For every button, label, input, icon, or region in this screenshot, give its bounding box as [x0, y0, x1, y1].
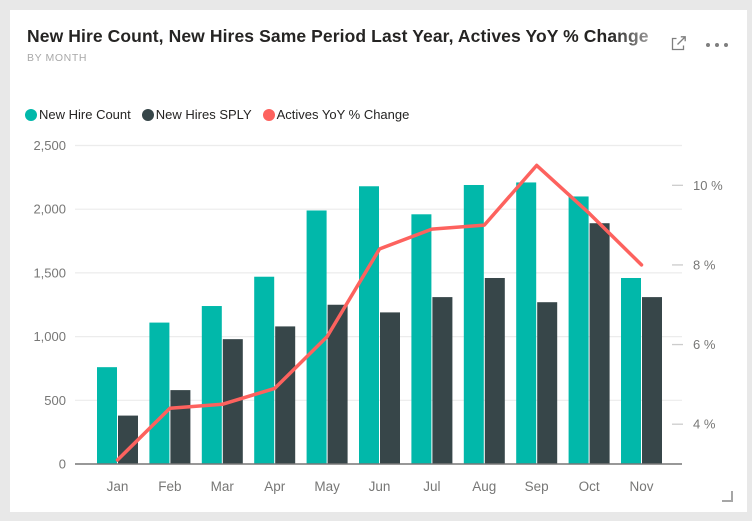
line-actives-yoy-change[interactable] — [115, 163, 644, 462]
right-axis-label: 4 % — [693, 417, 716, 432]
bar-new-hire-count-jul[interactable] — [411, 214, 432, 464]
right-axis-label: 6 % — [693, 337, 716, 352]
resize-handle-icon[interactable] — [722, 491, 733, 502]
bar-new-hires-sply-jan[interactable] — [118, 415, 138, 464]
bar-new-hires-sply-sep[interactable] — [537, 302, 558, 464]
bar-new-hires-sply-apr[interactable] — [275, 326, 296, 464]
legend-item-new-hire-count[interactable]: New Hire Count — [25, 107, 131, 122]
bar-new-hire-count-jun[interactable] — [359, 186, 379, 464]
x-axis-label-oct: Oct — [579, 479, 600, 494]
legend-dot-icon — [262, 108, 275, 121]
left-axis-label: 2,500 — [33, 138, 66, 153]
x-axis-label-mar: Mar — [211, 479, 235, 494]
legend-dot-icon — [25, 108, 37, 121]
bar-new-hires-sply-aug[interactable] — [484, 277, 505, 464]
bar-new-hire-count-aug[interactable] — [463, 184, 484, 464]
bar-new-hires-sply-feb[interactable] — [170, 390, 191, 464]
x-axis-label-may: May — [314, 479, 340, 494]
left-axis-label: 2,000 — [33, 202, 66, 217]
more-options-button[interactable] — [702, 36, 732, 54]
bar-new-hire-count-may[interactable] — [306, 210, 327, 464]
left-axis-label: 1,500 — [33, 265, 66, 280]
x-axis-label-jul: Jul — [423, 479, 440, 494]
bar-new-hire-count-sep[interactable] — [516, 182, 537, 465]
right-axis-label: 8 % — [693, 257, 716, 272]
legend-item-label: Actives YoY % Change — [276, 107, 410, 122]
bar-new-hire-count-jan[interactable] — [97, 367, 117, 464]
chart-legend: New Hire Count New Hires SPLY Actives YoY … — [25, 107, 420, 122]
visual-card: New Hire Count, New Hires Same Period La… — [10, 10, 747, 512]
left-axis-label: 0 — [59, 457, 66, 472]
x-axis-label-jun: Jun — [369, 479, 391, 494]
visual-title: New Hire Count, New Hires Same Period La… — [27, 26, 649, 46]
bar-new-hires-sply-oct[interactable] — [589, 223, 610, 464]
left-axis-label: 1,000 — [33, 329, 66, 344]
bar-new-hire-count-oct[interactable] — [568, 196, 589, 464]
focus-mode-icon — [671, 36, 686, 51]
x-axis-label-nov: Nov — [629, 479, 653, 494]
legend-item-actives-yoy-change[interactable]: Actives YoY % Change — [262, 107, 410, 122]
legend-item-new-hires-sply[interactable]: New Hires SPLY — [141, 107, 252, 122]
visual-subtitle: BY MONTH — [27, 52, 88, 64]
visual-header: New Hire Count, New Hires Same Period La… — [10, 10, 747, 70]
ellipsis-icon — [706, 43, 728, 47]
legend-dot-icon — [141, 108, 154, 121]
combo-chart: 0 500 1,000 1,500 2,000 2,500 4 % 6 % 8 % 10 % Jan… — [33, 138, 723, 494]
bar-new-hire-count-mar[interactable] — [201, 306, 222, 464]
bar-new-hires-sply-nov[interactable] — [642, 297, 662, 464]
bar-new-hires-sply-jun[interactable] — [380, 312, 400, 464]
x-axis-label-jan: Jan — [107, 479, 129, 494]
right-axis-label: 10 % — [693, 178, 723, 193]
focus-mode-button[interactable] — [668, 32, 690, 54]
bar-new-hires-sply-jul[interactable] — [432, 297, 453, 464]
x-axis-label-aug: Aug — [472, 479, 496, 494]
x-axis-label-sep: Sep — [525, 479, 549, 494]
bar-new-hires-sply-may[interactable] — [327, 304, 348, 464]
bar-new-hire-count-nov[interactable] — [621, 277, 641, 464]
bar-new-hire-count-apr[interactable] — [254, 276, 275, 464]
legend-item-label: New Hires SPLY — [155, 107, 252, 122]
x-axis-label-feb: Feb — [158, 479, 181, 494]
left-axis-label: 500 — [44, 393, 66, 408]
legend-item-label: New Hire Count — [39, 107, 131, 122]
x-axis-label-apr: Apr — [264, 479, 286, 494]
bar-new-hire-count-feb[interactable] — [149, 322, 170, 464]
